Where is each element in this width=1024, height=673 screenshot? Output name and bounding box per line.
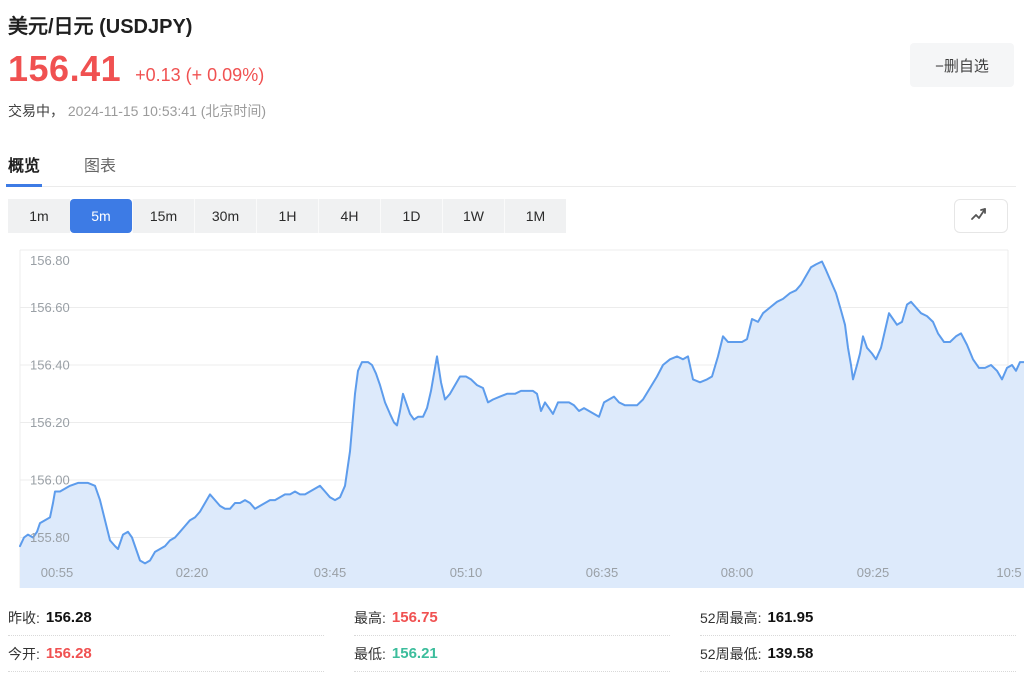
- stats-column: 昨收: 156.28 今开: 156.28: [8, 600, 324, 672]
- stat-value: 156.75: [391, 609, 438, 626]
- stat-label: 52周最高:: [700, 609, 762, 626]
- x-axis-label: 09:25: [857, 565, 890, 580]
- price-change: +0.13 (+ 0.09%): [135, 65, 265, 85]
- tab-overview[interactable]: 概览: [5, 150, 43, 187]
- stat-label: 最高:: [354, 609, 386, 626]
- interval-button-5m[interactable]: 5m: [70, 199, 132, 233]
- chart-type-button[interactable]: [954, 199, 1008, 233]
- stats-column: 最高: 156.75 最低: 156.21: [354, 600, 670, 672]
- x-axis-label: 00:55: [41, 565, 74, 580]
- y-axis-label: 156.80: [30, 253, 70, 268]
- x-axis-label: 02:20: [176, 565, 209, 580]
- interval-button-1m[interactable]: 1m: [8, 199, 70, 233]
- stat-item: 最高: 156.75: [354, 600, 670, 636]
- price-row: 156.41 +0.13 (+ 0.09%): [8, 48, 264, 90]
- interval-button-1m[interactable]: 1M: [504, 199, 566, 233]
- y-axis-label: 156.20: [30, 415, 70, 430]
- interval-button-1h[interactable]: 1H: [256, 199, 318, 233]
- stat-value: 161.95: [767, 609, 814, 626]
- interval-selector: 1m 5m 15m 30m 1H 4H 1D 1W 1M: [8, 199, 566, 233]
- quote-timestamp: 2024-11-15 10:53:41 (北京时间): [67, 103, 267, 119]
- stat-item: 52周最高: 161.95: [700, 600, 1016, 636]
- stats-column: 52周最高: 161.95 52周最低: 139.58: [700, 600, 1016, 672]
- trading-status: 交易中， 2024-11-15 10:53:41 (北京时间): [8, 101, 266, 121]
- interval-button-1w[interactable]: 1W: [442, 199, 504, 233]
- stat-value: 139.58: [767, 645, 814, 662]
- stat-label: 昨收:: [8, 609, 40, 626]
- y-axis-label: 156.00: [30, 473, 70, 488]
- stat-value: 156.28: [45, 609, 92, 626]
- y-axis-label: 156.40: [30, 358, 70, 373]
- price-line: [19, 260, 1024, 565]
- stat-label: 今开:: [8, 645, 40, 662]
- line-chart-icon: [970, 206, 992, 227]
- tab-chart[interactable]: 图表: [84, 158, 117, 175]
- quote-stats: 昨收: 156.28 今开: 156.28 最高: 156.75 最低: 156.21 52周最…: [8, 600, 1016, 672]
- stat-item: 52周最低: 139.58: [700, 636, 1016, 672]
- stat-item: 今开: 156.28: [8, 636, 324, 672]
- interval-button-15m[interactable]: 15m: [132, 199, 194, 233]
- stat-label: 最低:: [354, 645, 386, 662]
- stat-value: 156.28: [45, 645, 92, 662]
- stat-item: 昨收: 156.28: [8, 600, 324, 636]
- x-axis-label: 08:00: [721, 565, 754, 580]
- chart-toolbar: 1m 5m 15m 30m 1H 4H 1D 1W 1M: [8, 199, 1016, 233]
- x-axis-label: 05:10: [450, 565, 483, 580]
- x-axis-label: 10:5: [996, 565, 1021, 580]
- section-tabs: 概览 图表: [5, 150, 1016, 187]
- x-axis-label: 06:35: [586, 565, 619, 580]
- price-chart[interactable]: 156.80 156.60 156.40 156.20 156.00 155.80 00:5…: [0, 245, 1024, 590]
- remove-watchlist-button[interactable]: −删自选: [910, 43, 1014, 87]
- interval-button-30m[interactable]: 30m: [194, 199, 256, 233]
- trading-status-label: 交易中，: [8, 103, 64, 119]
- x-axis-label: 03:45: [314, 565, 347, 580]
- stat-label: 52周最低:: [700, 645, 762, 662]
- page-title: 美元/日元 (USDJPY): [8, 16, 193, 38]
- price-area-fill: [20, 261, 1024, 588]
- stat-value: 156.21: [391, 645, 438, 662]
- y-axis-label: 155.80: [30, 530, 70, 545]
- stat-item: 最低: 156.21: [354, 636, 670, 672]
- interval-button-1d[interactable]: 1D: [380, 199, 442, 233]
- interval-button-4h[interactable]: 4H: [318, 199, 380, 233]
- y-axis-label: 156.60: [30, 300, 70, 315]
- current-price: 156.41: [8, 48, 122, 89]
